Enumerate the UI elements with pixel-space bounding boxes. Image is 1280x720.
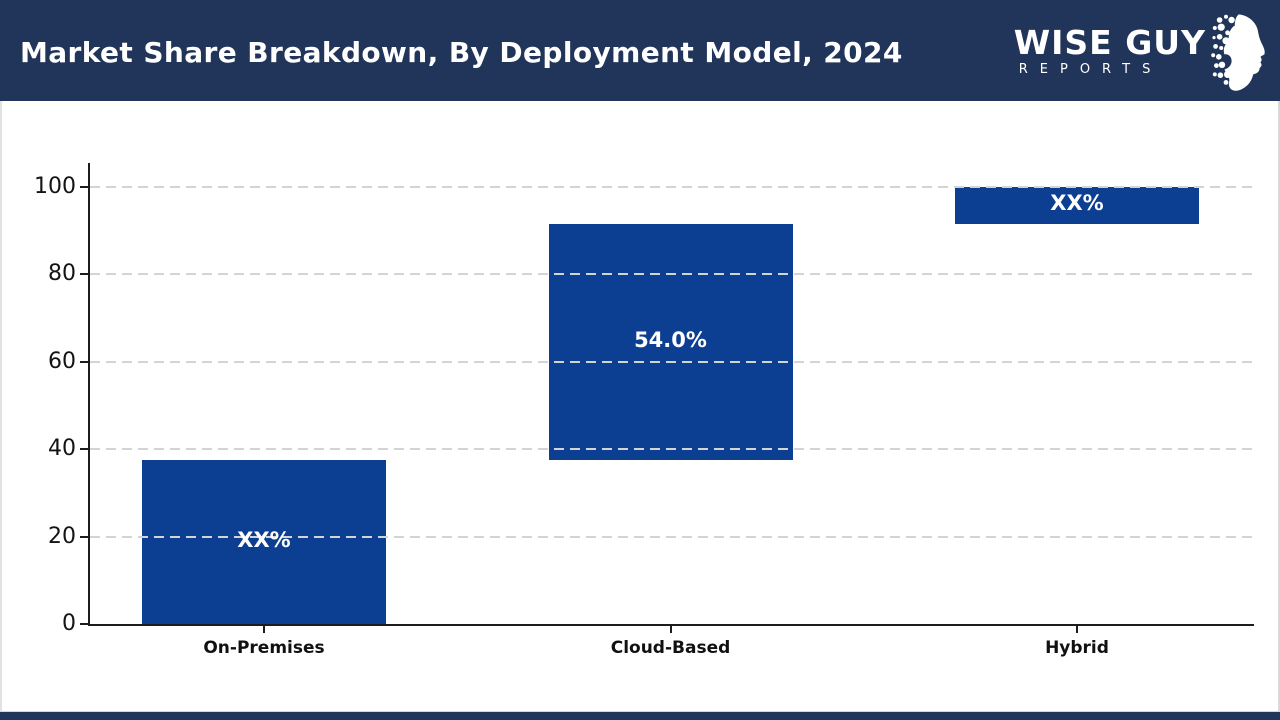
bar-value-label: 54.0% <box>634 327 707 352</box>
footer-bar <box>0 712 1280 720</box>
x-tick-label: Hybrid <box>1045 638 1109 658</box>
x-axis-spine <box>88 624 1254 626</box>
y-axis-tick <box>80 360 88 363</box>
header-banner: Market Share Breakdown, By Deployment Mo… <box>0 0 1280 101</box>
bar-segment <box>142 459 386 624</box>
x-axis-tick <box>1076 626 1078 633</box>
bar-value-label: XX% <box>1050 191 1104 216</box>
grid-line <box>90 185 1254 188</box>
y-tick-label: 100 <box>34 173 76 199</box>
logo-wordmark: WISE GUY <box>1013 23 1206 63</box>
y-tick-label: 40 <box>48 436 76 461</box>
bar-segment <box>548 223 793 460</box>
y-tick-label: 0 <box>62 611 76 636</box>
y-axis-spine <box>88 163 90 625</box>
y-axis-tick <box>80 448 88 450</box>
y-axis-tick <box>80 623 88 625</box>
y-tick-label: 20 <box>48 523 76 549</box>
grid-line <box>90 360 1254 363</box>
x-axis-tick <box>669 626 672 633</box>
logo-subtitle: REPORTS <box>1018 61 1163 77</box>
y-tick-label: 60 <box>48 348 76 374</box>
y-axis-tick <box>80 273 88 275</box>
page-title: Market Share Breakdown, By Deployment Mo… <box>20 36 903 69</box>
logo-head-icon <box>1211 13 1265 91</box>
x-tick-label: On-Premises <box>203 638 325 658</box>
y-axis-tick <box>80 535 88 538</box>
wise-guy-reports-logo: WISE GUY REPORTS <box>1014 12 1266 92</box>
x-axis-tick <box>263 626 265 633</box>
bar-value-label: XX% <box>237 527 291 552</box>
y-axis-tick <box>80 185 88 188</box>
grid-line <box>90 448 1254 450</box>
x-tick-label: Cloud-Based <box>610 638 731 658</box>
grid-line <box>90 273 1254 275</box>
y-tick-label: 80 <box>48 261 76 286</box>
bar-segment <box>955 186 1199 224</box>
bottom-divider <box>0 711 1280 712</box>
grid-line <box>90 535 1254 538</box>
